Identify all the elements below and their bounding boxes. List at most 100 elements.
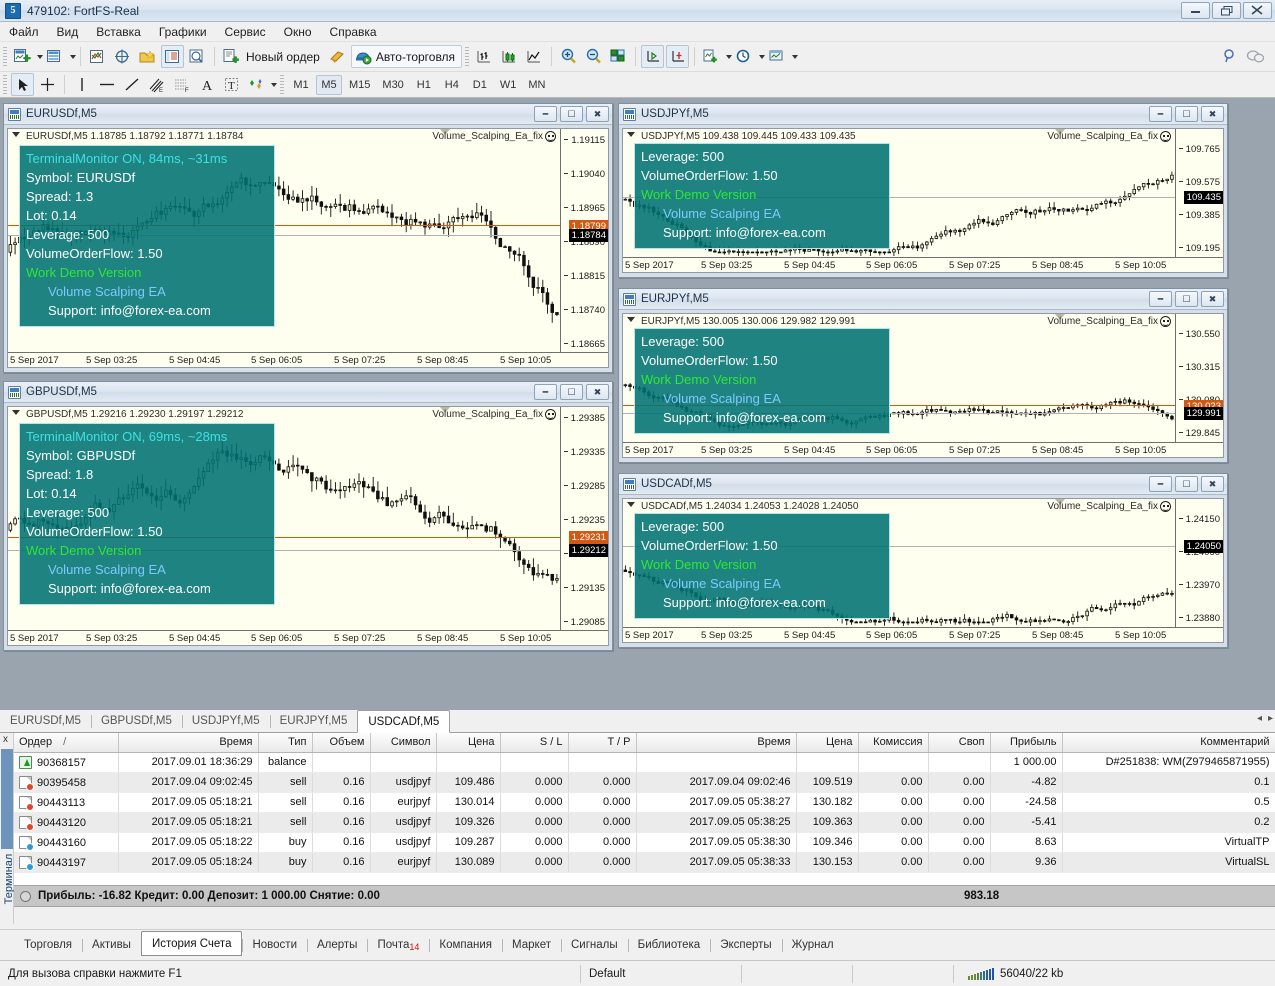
- chart-window-eurusd[interactable]: EURUSDf,M5 ━ ☐ ✖ EURUSDf,M5 1.18785 1.18…: [3, 103, 613, 373]
- zoom-out-icon[interactable]: [582, 45, 605, 68]
- chart-body[interactable]: USDJPYf,M5 109.438 109.445 109.433 109.4…: [622, 128, 1224, 273]
- chart-close-button[interactable]: ✖: [1201, 291, 1224, 307]
- menu-item-file[interactable]: Файл: [9, 24, 39, 39]
- scroll-right-icon[interactable]: ▸: [1267, 713, 1273, 724]
- chart-tab-eurjpy[interactable]: EURJPYf,M5: [269, 711, 358, 732]
- col-swap[interactable]: Своп: [928, 733, 991, 753]
- col-order[interactable]: Ордер /: [14, 733, 119, 753]
- timeframe-h4[interactable]: H4: [444, 78, 459, 91]
- col-profit[interactable]: Прибыль: [990, 733, 1063, 753]
- close-button[interactable]: [1243, 2, 1272, 19]
- chart-plot-area[interactable]: USDJPYf,M5 109.438 109.445 109.433 109.4…: [623, 129, 1175, 257]
- chart-plot-area[interactable]: EURJPYf,M5 130.005 130.006 129.982 129.9…: [623, 314, 1175, 442]
- menu-item-service[interactable]: Сервис: [224, 24, 266, 39]
- toolbar-grip[interactable]: [3, 46, 7, 67]
- chart-window-usdcad[interactable]: USDCADf,M5 ━ ☐ ✖ USDCADf,M5 1.24034 1.24…: [618, 473, 1228, 648]
- col-comment[interactable]: Комментарий: [1062, 733, 1275, 753]
- periods-icon[interactable]: [733, 45, 756, 68]
- templates-icon[interactable]: [766, 45, 789, 68]
- chart-minimize-button[interactable]: ━: [534, 106, 557, 122]
- chart-close-button[interactable]: ✖: [1201, 106, 1224, 122]
- chart-minimize-button[interactable]: ━: [1149, 106, 1172, 122]
- chart-price-axis[interactable]: 1.24150 1.24060 1.23970 1.23880 1.24050: [1175, 499, 1223, 627]
- indicators-icon[interactable]: [700, 45, 723, 68]
- chart-menu-arrow-icon[interactable]: [627, 317, 635, 322]
- menu-item-charts[interactable]: Графики: [158, 24, 207, 39]
- templates-dropdown-caret[interactable]: [792, 54, 799, 59]
- menu-item-window[interactable]: Окно: [283, 24, 312, 39]
- chart-restore-button[interactable]: ☐: [560, 384, 583, 400]
- chat-icon[interactable]: [1244, 45, 1267, 68]
- col-type[interactable]: Тип: [258, 733, 313, 753]
- crosshair-icon[interactable]: [36, 73, 59, 96]
- chart-tab-eurusd[interactable]: EURUSDf,M5: [10, 715, 81, 727]
- chart-price-axis[interactable]: 1.29385 1.29335 1.29285 1.29235 1.29185 …: [560, 407, 608, 630]
- chart-close-button[interactable]: ✖: [586, 384, 609, 400]
- col-open-time[interactable]: Время: [118, 733, 259, 753]
- tab-mailbox[interactable]: Почта14: [367, 935, 429, 956]
- timeframe-m15[interactable]: M15: [349, 78, 371, 91]
- menu-item-help[interactable]: Справка: [329, 24, 377, 39]
- col-open-price[interactable]: Цена: [436, 733, 501, 753]
- col-symbol[interactable]: Символ: [370, 733, 437, 753]
- chart-menu-arrow-icon[interactable]: [12, 132, 20, 137]
- toolbar-grip[interactable]: [280, 74, 284, 95]
- chart-time-axis[interactable]: 5 Sep 2017 5 Sep 03:25 5 Sep 04:45 5 Sep…: [623, 627, 1223, 642]
- tab-journal[interactable]: Журнал: [781, 935, 844, 956]
- equidistant-channel-icon[interactable]: E: [145, 73, 168, 96]
- col-commission[interactable]: Комиссия: [858, 733, 929, 753]
- line-chart-icon[interactable]: [523, 45, 546, 68]
- summary-expand-icon[interactable]: [20, 890, 31, 902]
- text-icon[interactable]: T: [220, 73, 243, 96]
- chart-minimize-button[interactable]: ━: [1149, 476, 1172, 492]
- timeframe-mn[interactable]: MN: [528, 78, 546, 91]
- chart-time-axis[interactable]: 5 Sep 2017 5 Sep 03:25 5 Sep 04:45 5 Sep…: [623, 442, 1223, 457]
- col-close-time[interactable]: Время: [636, 733, 797, 753]
- new-order-button[interactable]: Новый ордер: [246, 49, 320, 64]
- vertical-line-icon[interactable]: [70, 73, 93, 96]
- col-close-price[interactable]: Цена: [796, 733, 859, 753]
- tab-account-history[interactable]: История Счета: [140, 931, 243, 956]
- maximize-restore-button[interactable]: [1212, 2, 1241, 19]
- chart-price-axis[interactable]: 109.765 109.575 109.385 109.195 109.435: [1175, 129, 1223, 257]
- strategy-tester-icon[interactable]: [186, 45, 209, 68]
- chart-body[interactable]: EURUSDf,M5 1.18785 1.18792 1.18771 1.187…: [7, 128, 609, 368]
- profiles-icon[interactable]: [44, 45, 67, 68]
- chart-restore-button[interactable]: ☐: [560, 106, 583, 122]
- chart-window-eurjpy[interactable]: EURJPYf,M5 ━ ☐ ✖ EURJPYf,M5 130.005 130.…: [618, 288, 1228, 463]
- cursor-icon[interactable]: [11, 73, 34, 96]
- table-row[interactable]: 90443113 2017.09.05 05:18:21 sell 0.16 eurjp…: [14, 792, 1275, 813]
- timeframe-h1[interactable]: H1: [416, 78, 431, 91]
- table-row[interactable]: 90395458 2017.09.04 09:02:45 sell 0.16 usdjp…: [14, 772, 1275, 793]
- indicators-dropdown-caret[interactable]: [726, 54, 733, 59]
- chart-body[interactable]: GBPUSDf,M5 1.29216 1.29230 1.29197 1.292…: [7, 406, 609, 646]
- autotrading-button[interactable]: Авто-торговля: [350, 45, 463, 68]
- new-chart-icon[interactable]: [11, 45, 34, 68]
- status-connection[interactable]: 56040/22 kb: [954, 965, 1071, 983]
- scroll-left-icon[interactable]: ◂: [1256, 713, 1262, 724]
- timeframe-m1[interactable]: M1: [293, 78, 309, 91]
- bar-chart-icon[interactable]: [473, 45, 496, 68]
- shapes-icon[interactable]: [245, 73, 268, 96]
- menu-item-insert[interactable]: Вставка: [96, 24, 141, 39]
- tab-trade[interactable]: Торговля: [24, 939, 73, 951]
- col-sl[interactable]: S / L: [500, 733, 569, 753]
- chart-tabs-scroll[interactable]: ◂ ▸: [1257, 713, 1273, 724]
- metaeditor-icon[interactable]: [327, 45, 350, 68]
- chart-plot-area[interactable]: GBPUSDf,M5 1.29216 1.29230 1.29197 1.292…: [8, 407, 560, 630]
- fibonacci-icon[interactable]: F: [170, 73, 193, 96]
- terminal-icon[interactable]: [161, 45, 184, 68]
- chart-close-button[interactable]: ✖: [586, 106, 609, 122]
- chart-time-axis[interactable]: 5 Sep 2017 5 Sep 03:25 5 Sep 04:45 5 Sep…: [8, 630, 608, 645]
- navigator-icon[interactable]: [136, 45, 159, 68]
- toolbar-grip[interactable]: [465, 46, 470, 67]
- chart-shift-icon[interactable]: [666, 45, 690, 68]
- chart-close-button[interactable]: ✖: [1201, 476, 1224, 492]
- chart-minimize-button[interactable]: ━: [534, 384, 557, 400]
- auto-scroll-icon[interactable]: [641, 45, 665, 68]
- tab-experts[interactable]: Эксперты: [710, 935, 781, 956]
- chart-body[interactable]: EURJPYf,M5 130.005 130.006 129.982 129.9…: [622, 313, 1224, 458]
- chart-tab-gbpusd[interactable]: GBPUSDf,M5: [90, 711, 182, 732]
- search-icon[interactable]: [1219, 45, 1242, 68]
- profiles-dropdown-caret[interactable]: [70, 54, 76, 59]
